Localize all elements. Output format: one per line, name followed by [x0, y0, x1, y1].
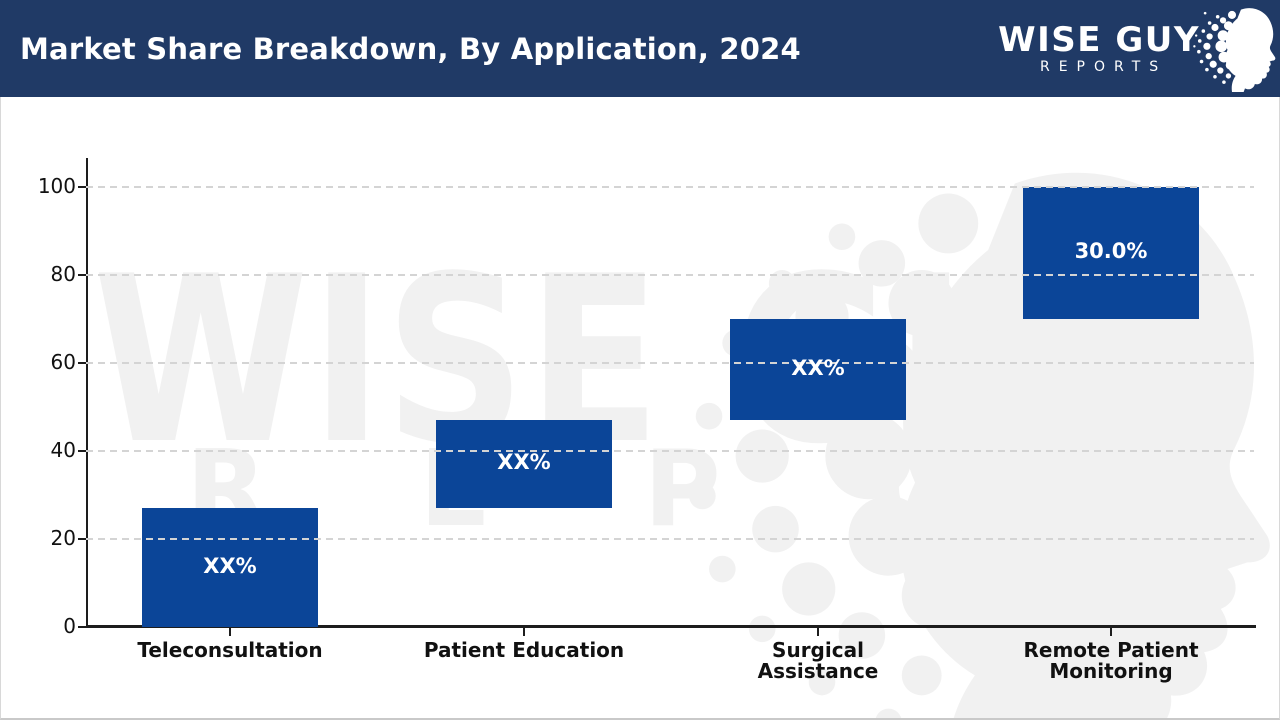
gridline-20	[86, 538, 1254, 540]
gridline-40	[86, 450, 1254, 452]
x-category-label-line: Teleconsultation	[137, 638, 323, 662]
x-category-label-surgical-assistance: Surgical Assistance	[703, 640, 933, 682]
y-tick-mark-60	[78, 362, 86, 364]
y-tick-mark-80	[78, 274, 86, 276]
x-category-label-line: Remote Patient	[1023, 638, 1199, 662]
brand-head-icon	[1193, 8, 1276, 92]
x-category-label-line: Patient Education	[423, 638, 625, 662]
x-category-label-line: Surgical	[772, 638, 864, 662]
y-tick-label-0: 0	[63, 614, 76, 638]
y-tick-label-40: 40	[50, 438, 76, 462]
bar-value-label-teleconsultation: XX%	[203, 553, 257, 578]
brand-wordmark: WISE GUY REPORTS	[998, 19, 1200, 76]
waterfall-chart: 0 20 40 60 80 100 XX% Teleconsultation XX% Patien…	[1, 97, 1279, 718]
page-title: Market Share Breakdown, By Application, …	[20, 31, 801, 66]
x-category-label-line: Monitoring	[1049, 659, 1173, 683]
bar-patient-education	[436, 420, 612, 509]
y-tick-label-60: 60	[50, 350, 76, 374]
y-tick-mark-0	[78, 626, 86, 628]
x-tick-mark-remote-patient-monitoring	[1110, 628, 1112, 636]
x-axis-line	[86, 625, 1256, 628]
app-header: Market Share Breakdown, By Application, …	[0, 0, 1280, 97]
bar-value-label-remote-patient-monitoring: 30.0%	[1074, 239, 1148, 263]
y-tick-mark-100	[78, 186, 86, 188]
bar-value-label-surgical-assistance: XX%	[791, 355, 845, 380]
x-tick-mark-surgical-assistance	[817, 628, 819, 636]
x-tick-mark-patient-education	[523, 628, 525, 636]
x-category-label-patient-education: Patient Education	[409, 640, 639, 661]
y-tick-label-20: 20	[50, 526, 76, 550]
brand-name-text: WISE GUY	[998, 19, 1200, 60]
x-category-label-remote-patient-monitoring: Remote Patient Monitoring	[996, 640, 1226, 682]
y-tick-label-80: 80	[50, 262, 76, 286]
brand-subtitle-text: REPORTS	[1039, 59, 1168, 76]
y-tick-mark-20	[78, 538, 86, 540]
x-category-label-teleconsultation: Teleconsultation	[115, 640, 345, 661]
gridline-60	[86, 362, 1254, 364]
brand-logo: WISE GUY REPORTS	[998, 6, 1278, 92]
x-tick-mark-teleconsultation	[229, 628, 231, 636]
bar-remote-patient-monitoring	[1023, 187, 1199, 319]
bar-value-label-patient-education: XX%	[497, 450, 551, 475]
y-axis-line	[86, 158, 88, 627]
y-tick-label-100: 100	[37, 174, 76, 198]
gridline-100	[86, 186, 1254, 188]
bar-surgical-assistance	[730, 319, 906, 421]
gridline-80	[86, 274, 1254, 276]
y-tick-mark-40	[78, 450, 86, 452]
bar-teleconsultation	[142, 508, 318, 627]
x-category-label-line: Assistance	[757, 659, 879, 683]
